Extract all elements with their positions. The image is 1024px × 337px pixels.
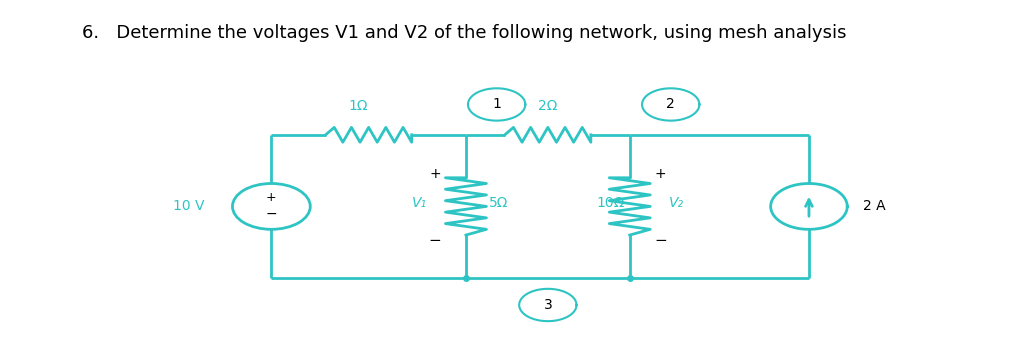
Text: +: + xyxy=(266,191,276,205)
Text: −: − xyxy=(265,207,278,221)
Text: 6.   Determine the voltages V1 and V2 of the following network, using mesh analy: 6. Determine the voltages V1 and V2 of t… xyxy=(82,24,847,41)
Text: 5Ω: 5Ω xyxy=(488,196,508,210)
Text: V₂: V₂ xyxy=(669,196,684,210)
Text: 2Ω: 2Ω xyxy=(539,99,557,113)
Text: 10Ω: 10Ω xyxy=(596,196,625,210)
Text: +: + xyxy=(429,167,441,181)
Text: V₁: V₁ xyxy=(412,196,427,210)
Text: −: − xyxy=(654,233,667,248)
Text: 2: 2 xyxy=(667,97,675,112)
Text: +: + xyxy=(654,167,667,181)
Text: 2 A: 2 A xyxy=(862,200,885,213)
Text: 1Ω: 1Ω xyxy=(348,99,369,113)
Text: 10 V: 10 V xyxy=(173,200,205,213)
Text: −: − xyxy=(429,233,441,248)
Text: 3: 3 xyxy=(544,298,552,312)
Text: 1: 1 xyxy=(493,97,501,112)
